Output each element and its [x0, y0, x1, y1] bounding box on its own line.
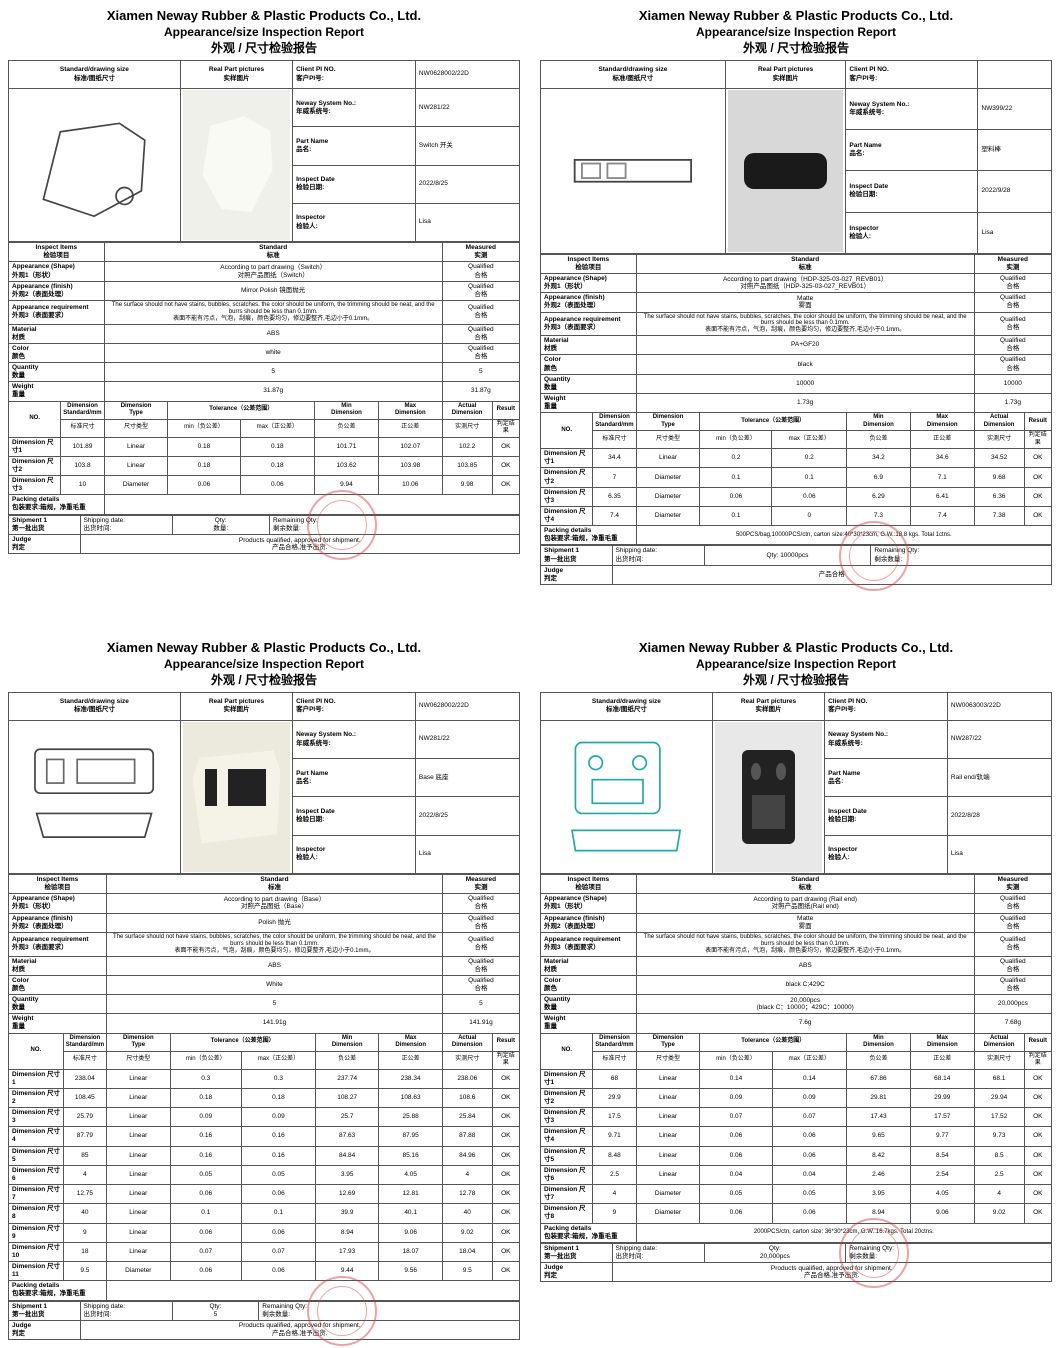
- dimension-row: Dimension 尺寸712.75Linear0.060.0612.6912.…: [9, 1185, 520, 1204]
- company-name: Xiamen Neway Rubber & Plastic Products C…: [8, 8, 520, 23]
- dimension-row: Dimension 尺寸1018Linear0.070.0717.9318.07…: [9, 1242, 520, 1261]
- dimension-row: Dimension 尺寸487.79Linear0.160.1687.6387.…: [9, 1127, 520, 1146]
- dimension-row: Dimension 尺寸47.4Diameter0.107.37.47.38OK: [541, 506, 1052, 525]
- footer-table: Shipment 1第一批出货 Shipping date:出货时间: Qty:…: [8, 1301, 520, 1341]
- dimension-row: Dimension 尺寸168Linear0.140.1467.8668.146…: [541, 1069, 1052, 1088]
- inspection-table: Inspect Items检验项目Standard标准Measured实测 Ap…: [8, 874, 520, 1300]
- report-title-en: Appearance/size Inspection Report: [540, 25, 1052, 39]
- dimension-row: Dimension 尺寸325.79Linear0.090.0925.725.8…: [9, 1108, 520, 1127]
- report-title-cn: 外观 / 尺寸检验报告: [8, 39, 520, 56]
- footer-table: Shipment 1第一批出货 Shipping date:出货时间: Qty:…: [540, 1243, 1052, 1283]
- drawing-cell: [541, 720, 713, 873]
- company-name: Xiamen Neway Rubber & Plastic Products C…: [540, 8, 1052, 23]
- header-table: Standard/drawing size标准/图纸尺寸 Real Part p…: [8, 692, 520, 874]
- report-title-en: Appearance/size Inspection Report: [8, 657, 520, 671]
- dimension-row: Dimension 尺寸58.48Linear0.060.068.428.548…: [541, 1146, 1052, 1165]
- header-table: Standard/drawing size标准/图纸尺寸 Real Part p…: [540, 692, 1052, 874]
- inspection-table: Inspect Items检验项目Standard标准Measured实测 Ap…: [540, 874, 1052, 1243]
- dimension-row: Dimension 尺寸2108.45Linear0.180.18108.271…: [9, 1088, 520, 1107]
- report-title-cn: 外观 / 尺寸检验报告: [540, 39, 1052, 56]
- inspection-report: Xiamen Neway Rubber & Plastic Products C…: [8, 8, 520, 620]
- header-table: Standard/drawing size标准/图纸尺寸 Real Part p…: [8, 60, 520, 242]
- dimension-row: Dimension 尺寸1238.04Linear0.30.3237.74238…: [9, 1069, 520, 1088]
- dimension-row: Dimension 尺寸27Diameter0.10.16.97.19.68OK: [541, 468, 1052, 487]
- dimension-row: Dimension 尺寸89Diameter0.060.068.949.069.…: [541, 1204, 1052, 1223]
- dimension-row: Dimension 尺寸229.9Linear0.090.0929.8129.9…: [541, 1088, 1052, 1107]
- report-title-cn: 外观 / 尺寸检验报告: [8, 671, 520, 688]
- header-table: Standard/drawing size标准/图纸尺寸 Real Part p…: [540, 60, 1052, 254]
- dimension-row: Dimension 尺寸1101.89Linear0.180.18101.711…: [9, 437, 520, 456]
- dimension-row: Dimension 尺寸74Diameter0.050.053.954.054O…: [541, 1185, 1052, 1204]
- inspection-table: Inspect Items检验项目Standard标准Measured实测 Ap…: [540, 254, 1052, 546]
- dimension-row: Dimension 尺寸62.5Linear0.040.042.462.542.…: [541, 1165, 1052, 1184]
- drawing-cell: [9, 720, 181, 873]
- footer-table: Shipment 1第一批出货 Shipping date:出货时间: Qty:…: [8, 515, 520, 555]
- dimension-row: Dimension 尺寸99Linear0.060.068.949.069.02…: [9, 1223, 520, 1242]
- dimension-row: Dimension 尺寸840Linear0.10.139.940.140OK: [9, 1204, 520, 1223]
- dimension-row: Dimension 尺寸317.5Linear0.070.0717.4317.5…: [541, 1108, 1052, 1127]
- photo-cell: [180, 720, 292, 873]
- dimension-row: Dimension 尺寸64Linear0.050.053.954.054OK: [9, 1165, 520, 1184]
- report-title-cn: 外观 / 尺寸检验报告: [540, 671, 1052, 688]
- dimension-row: Dimension 尺寸119.5Diameter0.060.069.449.5…: [9, 1262, 520, 1281]
- dimension-row: Dimension 尺寸310Diameter0.060.069.9410.06…: [9, 476, 520, 495]
- inspection-table: Inspect Items检验项目Standard标准Measured实测 Ap…: [8, 242, 520, 514]
- photo-cell: [180, 89, 292, 242]
- dimension-row: Dimension 尺寸2103.8Linear0.180.18103.6210…: [9, 456, 520, 475]
- company-name: Xiamen Neway Rubber & Plastic Products C…: [540, 640, 1052, 655]
- inspection-report: Xiamen Neway Rubber & Plastic Products C…: [8, 640, 520, 1340]
- dimension-row: Dimension 尺寸36.35Diameter0.060.066.296.4…: [541, 487, 1052, 506]
- drawing-cell: [541, 89, 726, 254]
- report-title-en: Appearance/size Inspection Report: [540, 657, 1052, 671]
- inspection-report: Xiamen Neway Rubber & Plastic Products C…: [540, 640, 1052, 1340]
- footer-table: Shipment 1第一批出货 Shipping date:出货时间: Qty:…: [540, 545, 1052, 585]
- photo-cell: [712, 720, 824, 873]
- photo-cell: [725, 89, 846, 254]
- dimension-row: Dimension 尺寸134.4Linear0.20.234.234.634.…: [541, 449, 1052, 468]
- company-name: Xiamen Neway Rubber & Plastic Products C…: [8, 640, 520, 655]
- drawing-cell: [9, 89, 181, 242]
- dimension-row: Dimension 尺寸585Linear0.160.1684.8485.168…: [9, 1146, 520, 1165]
- dimension-row: Dimension 尺寸49.71Linear0.060.069.659.779…: [541, 1127, 1052, 1146]
- report-title-en: Appearance/size Inspection Report: [8, 25, 520, 39]
- inspection-report: Xiamen Neway Rubber & Plastic Products C…: [540, 8, 1052, 620]
